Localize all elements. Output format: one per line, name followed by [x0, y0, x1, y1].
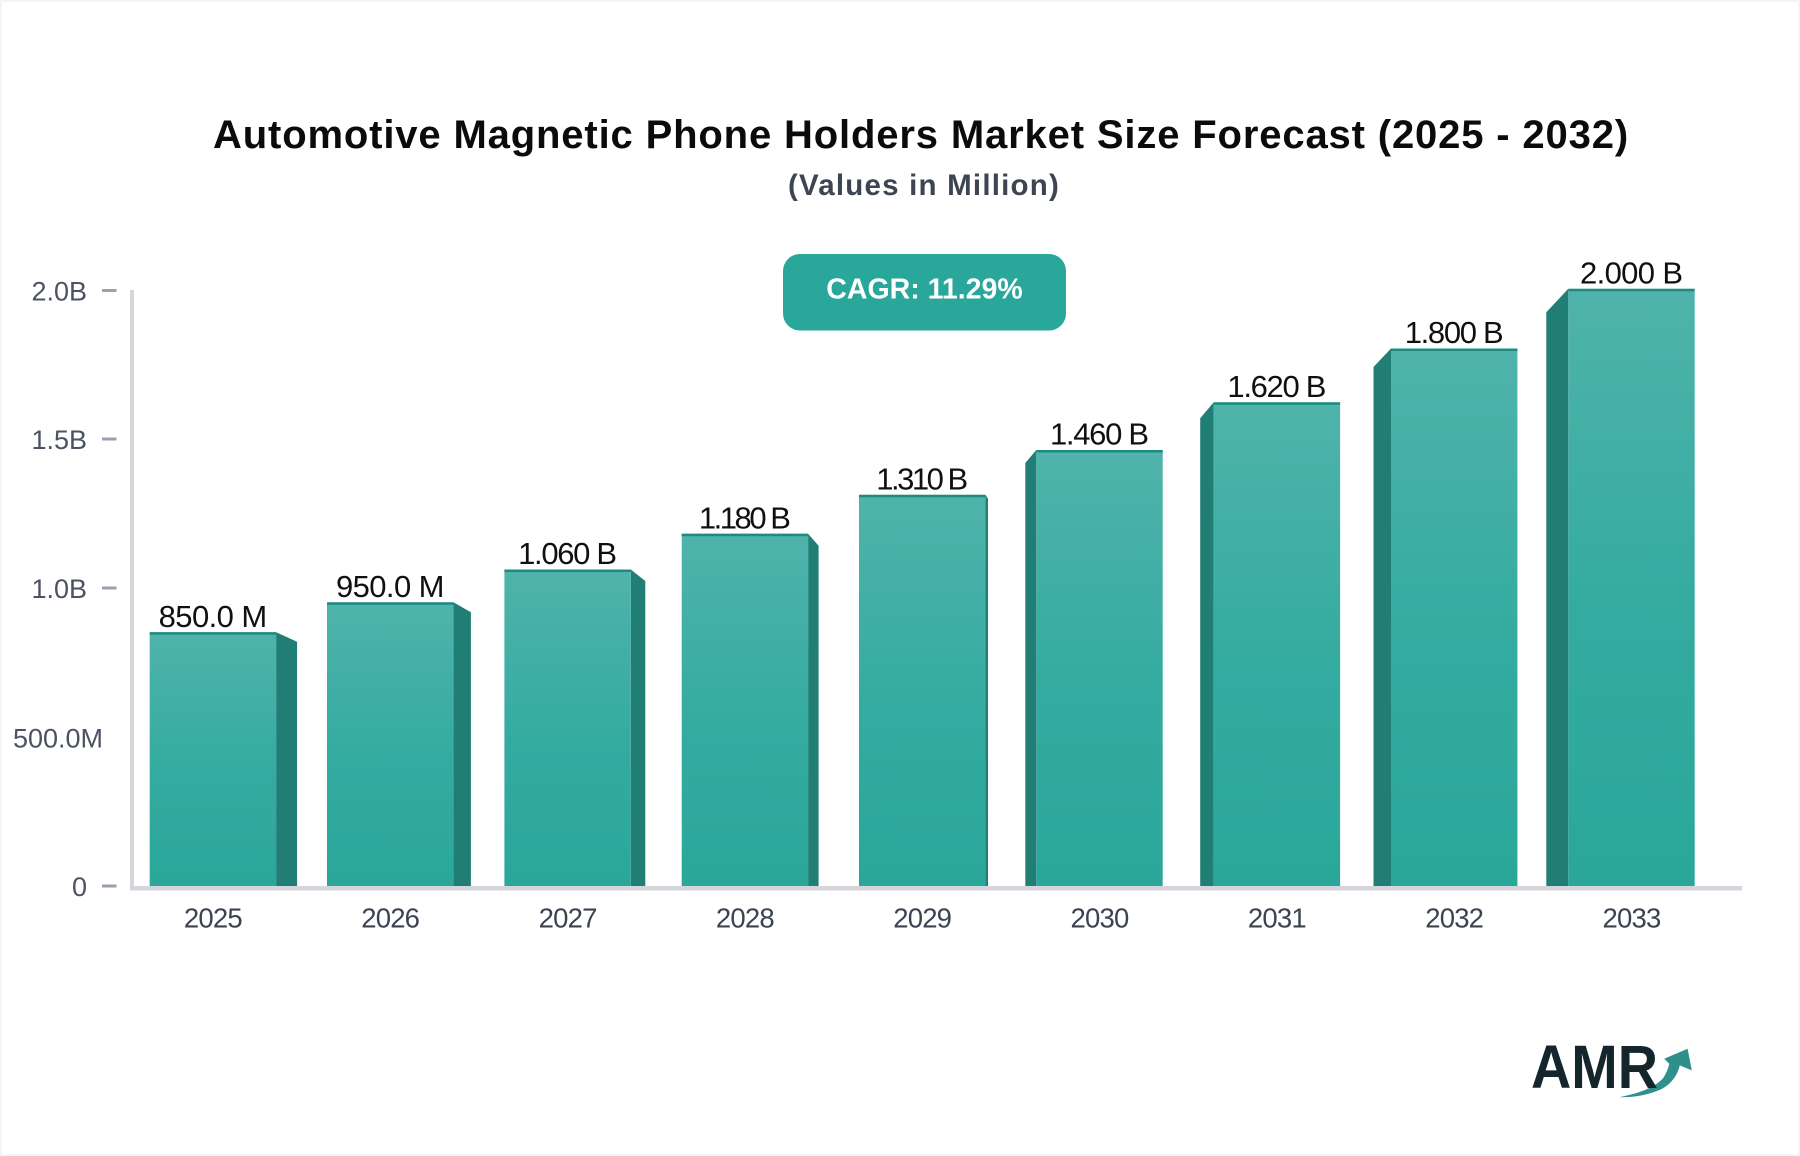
svg-text:1.180 B: 1.180 B — [699, 500, 791, 535]
svg-text:2026: 2026 — [361, 902, 419, 933]
svg-text:2031: 2031 — [1248, 902, 1306, 933]
svg-text:Automotive Magnetic Phone Hold: Automotive Magnetic Phone Holders Market… — [213, 113, 1629, 157]
svg-text:1.5B: 1.5B — [31, 425, 87, 455]
svg-text:500.0M: 500.0M — [13, 724, 103, 754]
svg-text:0: 0 — [72, 872, 87, 902]
svg-text:2029: 2029 — [893, 902, 951, 933]
svg-text:2032: 2032 — [1425, 902, 1483, 933]
svg-text:1.310 B: 1.310 B — [876, 462, 968, 497]
svg-text:2.0B: 2.0B — [31, 277, 87, 307]
svg-text:2028: 2028 — [716, 902, 774, 933]
svg-text:1.620 B: 1.620 B — [1227, 369, 1326, 404]
svg-text:2030: 2030 — [1071, 902, 1129, 933]
svg-text:CAGR: 11.29%: CAGR: 11.29% — [826, 274, 1022, 306]
svg-text:(Values in Million): (Values in Million) — [788, 169, 1060, 202]
svg-text:2033: 2033 — [1603, 902, 1661, 933]
svg-text:2.000 B: 2.000 B — [1580, 256, 1683, 291]
svg-text:1.460 B: 1.460 B — [1050, 417, 1149, 452]
svg-text:950.0 M: 950.0 M — [336, 569, 445, 604]
svg-text:2027: 2027 — [539, 902, 597, 933]
svg-text:1.0B: 1.0B — [31, 574, 87, 604]
svg-text:2025: 2025 — [184, 902, 242, 933]
svg-text:850.0 M: 850.0 M — [159, 599, 268, 634]
svg-text:AMR: AMR — [1531, 1033, 1658, 1101]
svg-text:1.800 B: 1.800 B — [1405, 315, 1504, 350]
svg-text:1.060 B: 1.060 B — [518, 536, 617, 571]
